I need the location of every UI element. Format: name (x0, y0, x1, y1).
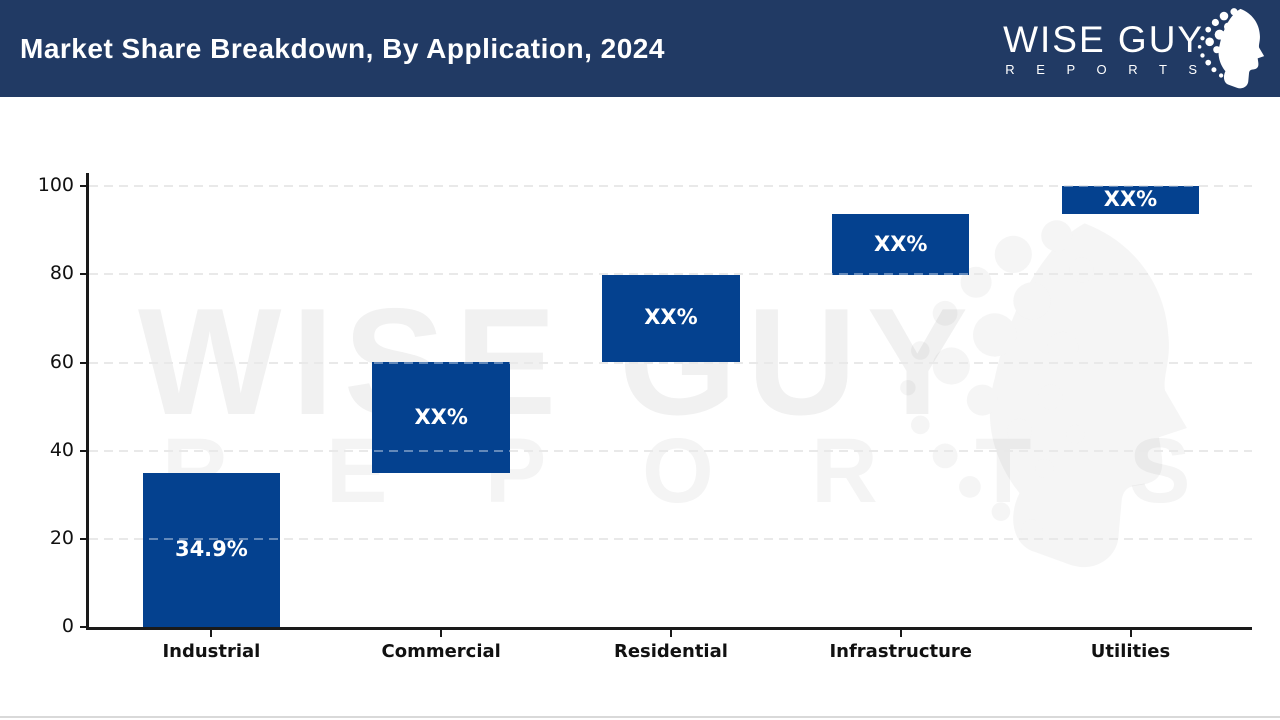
logo-wordmark: WISE GUY (1003, 19, 1205, 61)
x-tick-label-industrial: Industrial (162, 641, 261, 662)
logo-text: WISE GUY R E P O R T S (1001, 19, 1206, 77)
x-tick-label-utilities: Utilities (1090, 641, 1171, 662)
bar-label-utilities: XX% (1103, 187, 1158, 212)
bar-label-industrial: 34.9% (174, 537, 248, 562)
watermark-subtitle: R E P O R T S (162, 420, 1227, 522)
footer-divider (0, 716, 1280, 718)
x-tick-utilities (1129, 629, 1132, 637)
bar-utilities (1061, 186, 1200, 215)
gridline-40 (89, 449, 1252, 452)
gridline-overlay-100 (89, 185, 1252, 188)
bar-residential (602, 274, 740, 363)
x-tick-commercial (440, 629, 443, 637)
gridline-20 (89, 537, 1252, 540)
x-axis-spine (86, 627, 1252, 630)
header-banner: Market Share Breakdown, By Application, … (0, 0, 1280, 97)
waterfall-chart: WISE GUY R E P O R T S 0 20 40 60 80 100 34.9%… (0, 97, 1280, 720)
gridline-60 (89, 361, 1252, 364)
watermark-head-profile-icon (900, 220, 1187, 568)
y-tick-100 (80, 185, 88, 188)
bar-label-commercial: XX% (414, 404, 468, 429)
bar-label-infrastructure: XX% (874, 231, 928, 256)
y-tick-40 (80, 449, 88, 452)
wise-guy-reports-logo: WISE GUY R E P O R T S (1001, 6, 1266, 92)
x-tick-industrial (210, 629, 213, 637)
gridline-overlay-60 (89, 361, 1252, 364)
gridline-80 (89, 273, 1252, 276)
gridline-100 (89, 185, 1252, 188)
gridline-overlay-80 (89, 273, 1252, 276)
y-axis-spine (86, 173, 89, 630)
head-profile-dots-icon (1197, 8, 1265, 89)
gridline-overlay-20 (89, 537, 1252, 540)
y-tick-label-60: 60 (49, 350, 74, 373)
y-tick-label-20: 20 (49, 526, 74, 549)
y-tick-80 (80, 273, 88, 276)
x-tick-label-infrastructure: Infrastructure (829, 641, 973, 662)
x-tick-infrastructure (899, 629, 902, 637)
y-tick-label-80: 80 (49, 262, 74, 285)
y-tick-60 (80, 361, 88, 364)
x-tick-label-commercial: Commercial (381, 641, 501, 662)
bar-infrastructure (831, 214, 970, 275)
y-tick-label-100: 100 (37, 174, 74, 197)
y-tick-label-40: 40 (49, 438, 74, 461)
gridline-overlay-40 (89, 449, 1252, 452)
x-tick-residential (669, 629, 672, 637)
logo-subtitle: R E P O R T S (1005, 61, 1206, 77)
bar-industrial (142, 473, 281, 627)
bar-commercial (372, 362, 510, 474)
y-tick-20 (80, 537, 88, 540)
y-tick-label-0: 0 (61, 615, 74, 637)
x-tick-label-residential: Residential (613, 641, 728, 662)
y-tick-0 (80, 626, 88, 628)
bar-label-residential: XX% (644, 305, 698, 330)
page-title: Market Share Breakdown, By Application, … (20, 32, 665, 64)
